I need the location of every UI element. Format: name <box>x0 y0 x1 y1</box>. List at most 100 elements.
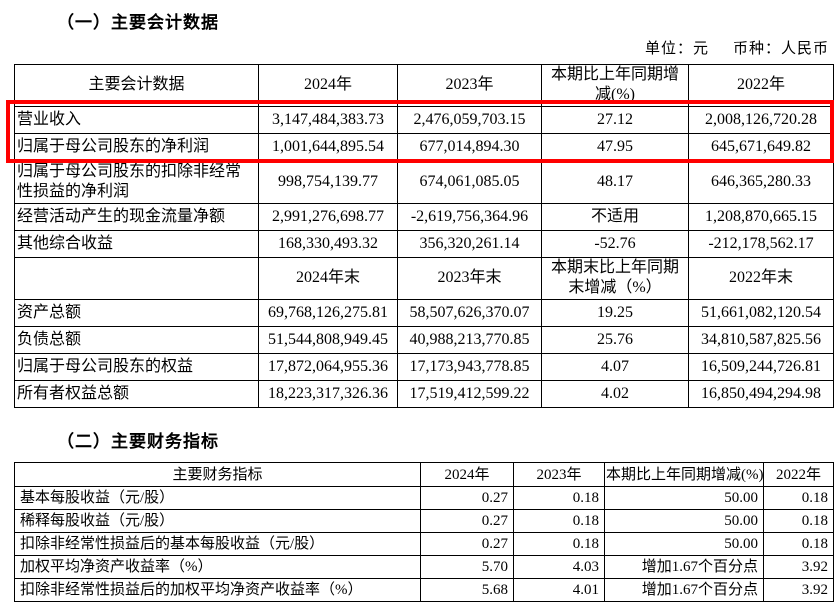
value-cell: 0.27 <box>420 509 514 533</box>
column-header-cell: 2022年 <box>763 462 834 487</box>
value-cell: 51,661,082,120.54 <box>688 298 834 327</box>
value-cell: 2,476,059,703.15 <box>397 105 542 134</box>
table-mid-header-row: 2024年末 2023年末 本期末比上年同期末增减（%） 2022年末 <box>14 256 834 300</box>
column-header-cell: 主要财务指标 <box>14 462 421 487</box>
row-label-cell: 归属于母公司股东的净利润 <box>14 132 259 162</box>
value-cell: 4.03 <box>513 555 605 579</box>
row-label-cell: 资产总额 <box>14 298 259 327</box>
value-cell: 50.00 <box>604 486 764 510</box>
column-header-cell: 2023年 <box>513 462 605 487</box>
value-cell: 增加1.67个百分点 <box>604 555 764 579</box>
value-cell: 1,208,870,665.15 <box>688 202 834 231</box>
value-cell: 2,991,276,698.77 <box>258 202 398 231</box>
column-header-cell: 2023年末 <box>397 256 542 300</box>
row-label-cell: 营业收入 <box>14 105 259 134</box>
value-cell: 0.18 <box>763 509 834 533</box>
value-cell: 4.07 <box>541 352 689 381</box>
row-label-cell: 基本每股收益（元/股） <box>14 486 421 510</box>
row-label-cell: 经营活动产生的现金流量净额 <box>14 202 259 231</box>
value-cell: 51,544,808,949.45 <box>258 325 398 354</box>
value-cell: 4.01 <box>513 578 605 602</box>
table-row: 扣除非经常性损益后的基本每股收益（元/股） 0.27 0.18 50.00 0.… <box>14 532 834 556</box>
value-cell: 5.70 <box>420 555 514 579</box>
value-cell: 0.18 <box>513 532 605 556</box>
value-cell: 646,365,280.33 <box>688 160 834 204</box>
value-cell: 998,754,139.77 <box>258 160 398 204</box>
column-header-cell <box>14 256 259 300</box>
table-row: 其他综合收益 168,330,493.32 356,320,261.14 -52… <box>14 229 834 258</box>
row-label-cell: 扣除非经常性损益后的基本每股收益（元/股） <box>14 532 421 556</box>
row-label-cell: 稀释每股收益（元/股） <box>14 509 421 533</box>
row-label-cell: 扣除非经常性损益后的加权平均净资产收益率（%） <box>14 578 421 602</box>
value-cell: 3.92 <box>763 578 834 602</box>
value-cell: 58,507,626,370.07 <box>397 298 542 327</box>
value-cell: 48.17 <box>541 160 689 204</box>
table-row: 归属于母公司股东的扣除非经常性损益的净利润 998,754,139.77 674… <box>14 160 834 204</box>
table-row: 所有者权益总额 18,223,317,326.36 17,519,412,599… <box>14 379 834 408</box>
column-header-cell: 2024年 <box>420 462 514 487</box>
value-cell: 25.76 <box>541 325 689 354</box>
value-cell: 69,768,126,275.81 <box>258 298 398 327</box>
column-header-cell: 2022年末 <box>688 256 834 300</box>
value-cell: 16,850,494,294.98 <box>688 379 834 408</box>
table-row: 扣除非经常性损益后的加权平均净资产收益率（%） 5.68 4.01 增加1.67… <box>14 578 834 602</box>
value-cell: 不适用 <box>541 202 689 231</box>
value-cell: 0.27 <box>420 486 514 510</box>
value-cell: -52.76 <box>541 229 689 258</box>
value-cell: 27.12 <box>541 105 689 134</box>
column-header-cell: 2022年 <box>688 64 834 107</box>
column-header-cell: 本期比上年同期增减(%) <box>541 64 689 107</box>
value-cell: 34,810,587,825.56 <box>688 325 834 354</box>
value-cell: 3,147,484,383.73 <box>258 105 398 134</box>
row-label-cell: 归属于母公司股东的权益 <box>14 352 259 381</box>
value-cell: -2,619,756,364.96 <box>397 202 542 231</box>
column-header-cell: 2024年末 <box>258 256 398 300</box>
currency-label: 币种：人民币 <box>732 41 829 57</box>
value-cell: 3.92 <box>763 555 834 579</box>
value-cell: 50.00 <box>604 532 764 556</box>
value-cell: 50.00 <box>604 509 764 533</box>
table-row: 基本每股收益（元/股） 0.27 0.18 50.00 0.18 <box>14 486 834 510</box>
value-cell: 4.02 <box>541 379 689 408</box>
unit-label: 单位：元 <box>644 41 709 57</box>
value-cell: 40,988,213,770.85 <box>397 325 542 354</box>
column-header-cell: 主要会计数据 <box>14 64 259 107</box>
table-row: 营业收入 3,147,484,383.73 2,476,059,703.15 2… <box>14 105 834 134</box>
value-cell: 0.18 <box>763 486 834 510</box>
table-row: 加权平均净资产收益率（%） 5.70 4.03 增加1.67个百分点 3.92 <box>14 555 834 579</box>
value-cell: 18,223,317,326.36 <box>258 379 398 408</box>
column-header-cell: 本期比上年同期增减(%) <box>604 462 764 487</box>
value-cell: 16,509,244,726.81 <box>688 352 834 381</box>
value-cell: -212,178,562.17 <box>688 229 834 258</box>
row-label-cell: 归属于母公司股东的扣除非经常性损益的净利润 <box>14 160 259 204</box>
value-cell: 17,872,064,955.36 <box>258 352 398 381</box>
table-row: 归属于母公司股东的权益 17,872,064,955.36 17,173,943… <box>14 352 834 381</box>
value-cell: 168,330,493.32 <box>258 229 398 258</box>
financial-indicators-table: 主要财务指标 2024年 2023年 本期比上年同期增减(%) 2022年 基本… <box>14 462 834 602</box>
accounting-data-table: 主要会计数据 2024年 2023年 本期比上年同期增减(%) 2022年 营业… <box>14 64 834 408</box>
table-row: 资产总额 69,768,126,275.81 58,507,626,370.07… <box>14 298 834 327</box>
value-cell: 0.18 <box>513 509 605 533</box>
value-cell: 0.18 <box>513 486 605 510</box>
column-header-cell: 2023年 <box>397 64 542 107</box>
row-label-cell: 加权平均净资产收益率（%） <box>14 555 421 579</box>
value-cell: 47.95 <box>541 132 689 162</box>
unit-currency-note: 单位：元 币种：人民币 <box>645 37 829 58</box>
section-title-accounting-data: （一）主要会计数据 <box>57 13 219 32</box>
value-cell: 19.25 <box>541 298 689 327</box>
column-header-cell: 本期末比上年同期末增减（%） <box>541 256 689 300</box>
value-cell: 0.27 <box>420 532 514 556</box>
table-row: 归属于母公司股东的净利润 1,001,644,895.54 677,014,89… <box>14 132 834 162</box>
section-title-financial-indicators: （二）主要财务指标 <box>57 432 219 451</box>
value-cell: 356,320,261.14 <box>397 229 542 258</box>
table-row: 经营活动产生的现金流量净额 2,991,276,698.77 -2,619,75… <box>14 202 834 231</box>
value-cell: 0.18 <box>763 532 834 556</box>
value-cell: 674,061,085.05 <box>397 160 542 204</box>
column-header-cell: 2024年 <box>258 64 398 107</box>
table-row: 稀释每股收益（元/股） 0.27 0.18 50.00 0.18 <box>14 509 834 533</box>
table-header-row: 主要财务指标 2024年 2023年 本期比上年同期增减(%) 2022年 <box>14 462 834 487</box>
table-row: 负债总额 51,544,808,949.45 40,988,213,770.85… <box>14 325 834 354</box>
value-cell: 677,014,894.30 <box>397 132 542 162</box>
table-header-row: 主要会计数据 2024年 2023年 本期比上年同期增减(%) 2022年 <box>14 64 834 107</box>
